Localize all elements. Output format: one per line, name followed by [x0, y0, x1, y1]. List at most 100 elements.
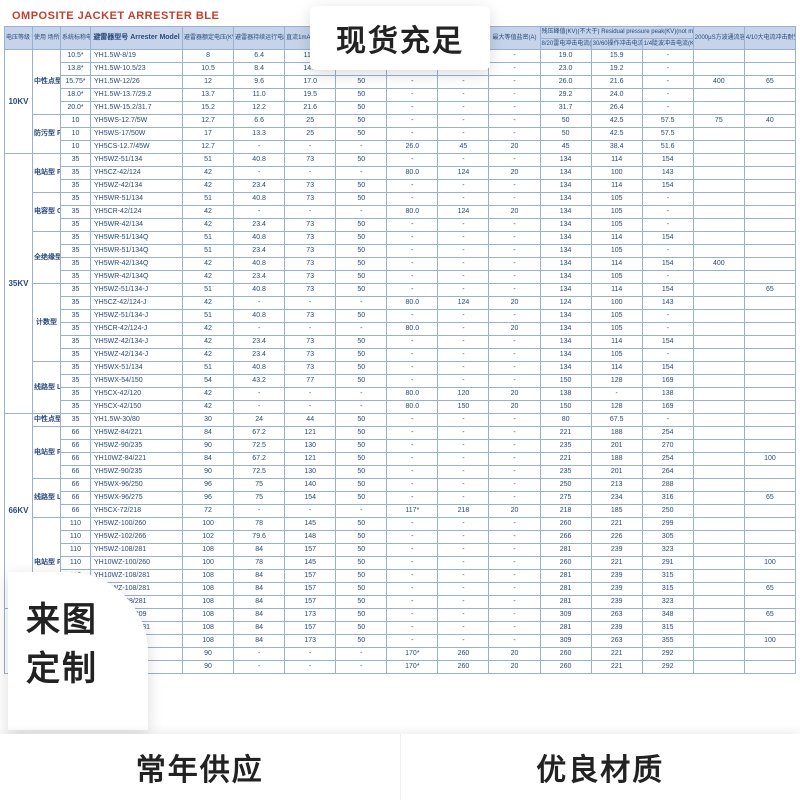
data-cell: 84 — [234, 622, 285, 635]
data-cell: 73 — [285, 349, 336, 362]
data-cell: YH5WR-42/134Q — [91, 258, 183, 271]
data-cell: 105 — [591, 245, 642, 258]
data-cell: 50 — [336, 362, 387, 375]
data-cell: - — [285, 141, 336, 154]
spec-table: 电压等级 Voltage Rating 使用 场所 Use Places 系统标… — [4, 26, 796, 674]
data-cell: 75 — [234, 479, 285, 492]
data-cell: YH5WX-51/134 — [91, 362, 183, 375]
data-cell: 263 — [591, 609, 642, 622]
data-cell — [693, 518, 744, 531]
data-cell: 42 — [183, 206, 234, 219]
data-cell: 50 — [336, 570, 387, 583]
h-c15: 4/10大电流冲击耐受(KA) — [744, 27, 795, 50]
data-cell: 67.2 — [234, 427, 285, 440]
data-cell: 78 — [234, 557, 285, 570]
data-cell: 150 — [540, 375, 591, 388]
data-cell: - — [387, 336, 438, 349]
data-cell: - — [438, 362, 489, 375]
data-cell: 73 — [285, 284, 336, 297]
data-cell: 134 — [540, 219, 591, 232]
data-cell: - — [438, 596, 489, 609]
data-cell: YH5WR-51/134Q — [91, 232, 183, 245]
data-cell — [744, 193, 795, 206]
data-cell: 234 — [591, 492, 642, 505]
data-cell: - — [489, 492, 540, 505]
data-cell: 73 — [285, 258, 336, 271]
data-cell — [693, 505, 744, 518]
data-cell: 50 — [336, 154, 387, 167]
data-cell: 50 — [336, 245, 387, 258]
data-cell: - — [387, 102, 438, 115]
data-cell: 25 — [285, 115, 336, 128]
data-cell: YH10WZ-84/221 — [91, 453, 183, 466]
data-cell: 26.0 — [387, 141, 438, 154]
data-cell: 50 — [336, 310, 387, 323]
data-cell: - — [489, 518, 540, 531]
data-cell: 121 — [285, 453, 336, 466]
data-cell: YH5WR-42/134Q — [91, 271, 183, 284]
data-cell: 250 — [642, 505, 693, 518]
data-cell — [744, 180, 795, 193]
data-cell: 19.0 — [540, 50, 591, 63]
data-cell: 20 — [489, 206, 540, 219]
data-cell: 35 — [61, 310, 91, 323]
data-cell: 50 — [336, 531, 387, 544]
data-cell: - — [336, 401, 387, 414]
data-cell: 17.0 — [285, 76, 336, 89]
table-row: 电站型 Power station66YH5WZ-84/2218467.2121… — [5, 427, 796, 440]
data-cell: - — [438, 102, 489, 115]
data-cell: 134 — [540, 336, 591, 349]
data-cell: 128 — [591, 401, 642, 414]
data-cell: YH1.5W-12/26 — [91, 76, 183, 89]
data-cell: 185 — [591, 505, 642, 518]
data-cell: - — [642, 414, 693, 427]
data-cell: 84 — [234, 583, 285, 596]
data-cell: 79.6 — [234, 531, 285, 544]
data-cell: - — [438, 375, 489, 388]
data-cell: 35 — [61, 258, 91, 271]
data-cell: 50 — [336, 128, 387, 141]
data-cell: 105 — [591, 310, 642, 323]
table-row: 15.75*YH1.5W-12/26129.617.050---26.021.6… — [5, 76, 796, 89]
data-cell: 40.8 — [234, 258, 285, 271]
data-cell: 121 — [285, 427, 336, 440]
data-cell: 108 — [183, 596, 234, 609]
data-cell: 75 — [693, 115, 744, 128]
data-cell: 134 — [540, 323, 591, 336]
data-cell: 154 — [642, 154, 693, 167]
data-cell: - — [387, 89, 438, 102]
data-cell: YH5WZ-90/235 — [91, 466, 183, 479]
data-cell: 80.0 — [387, 388, 438, 401]
data-cell: - — [387, 609, 438, 622]
data-cell: - — [489, 466, 540, 479]
data-cell: 12.2 — [234, 102, 285, 115]
data-cell — [744, 414, 795, 427]
data-cell: 316 — [642, 492, 693, 505]
data-cell — [693, 362, 744, 375]
table-row: 35YH5CZ-42/124-J42---80.012420124100143 — [5, 297, 796, 310]
data-cell: 78 — [234, 518, 285, 531]
data-cell: - — [438, 492, 489, 505]
data-cell: 80.0 — [387, 401, 438, 414]
table-row: 35YH5WX-54/1505443.27750---150128169 — [5, 375, 796, 388]
data-cell: 12 — [183, 76, 234, 89]
section-label: 电站型 Power station — [33, 427, 61, 479]
h-sysv: 系统标称电压(KV)有效值 System Nominal Voltage (KV… — [61, 27, 91, 50]
data-cell: 50 — [336, 102, 387, 115]
data-cell: 23.4 — [234, 349, 285, 362]
data-cell: 54 — [183, 375, 234, 388]
data-cell: 20 — [489, 297, 540, 310]
bottom-strip: 常年供应 优良材质 — [0, 734, 800, 800]
data-cell: 40.8 — [234, 284, 285, 297]
table-row: 110YH10WZ-100/2601007814550---2602212911… — [5, 557, 796, 570]
data-cell: - — [387, 128, 438, 141]
data-cell: 260 — [540, 557, 591, 570]
data-cell: 145 — [285, 557, 336, 570]
data-cell: - — [234, 323, 285, 336]
strip-cell-2: 优良材质 — [400, 734, 800, 800]
table-row: 35YH5WR-42/1344223.47350---134105- — [5, 219, 796, 232]
section-label: 线路型 Line — [33, 479, 61, 518]
badge-bl-line1: 来图 — [26, 592, 98, 641]
data-cell: 114 — [591, 232, 642, 245]
data-cell: YH1.5W-13.7/29.2 — [91, 89, 183, 102]
